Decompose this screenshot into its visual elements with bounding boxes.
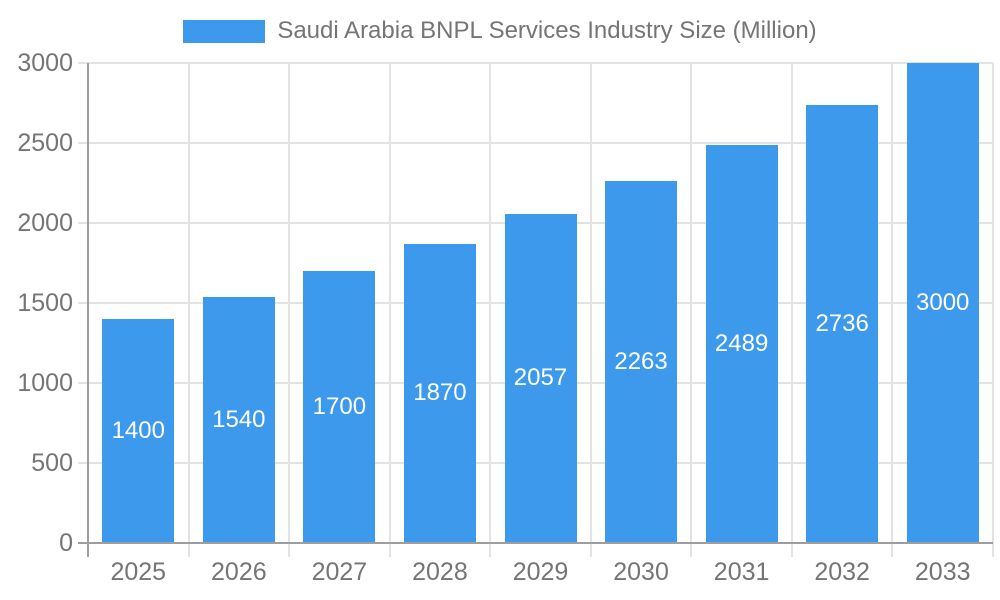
- bar-value-label-2027: 1700: [312, 393, 367, 420]
- bar-2032: 2736: [806, 105, 879, 543]
- bar-2025: 1400: [102, 319, 175, 543]
- bar-value-label-2031: 2489: [714, 329, 769, 357]
- y-axis-line: [87, 63, 89, 557]
- bar-2030: 2263: [605, 180, 678, 543]
- y-axis-label-0: 0: [59, 529, 73, 557]
- bar-2031: 2489: [705, 144, 778, 543]
- y-axis-label-500: 500: [31, 449, 73, 477]
- y-axis-label-1500: 1500: [17, 289, 73, 317]
- v-gridline-5: [589, 63, 592, 557]
- legend[interactable]: Saudi Arabia BNPL Services Industry Size…: [0, 17, 1000, 45]
- x-axis-label-2033: 2033: [914, 558, 971, 586]
- v-gridline-2: [288, 63, 291, 557]
- legend-swatch: [183, 19, 266, 43]
- x-axis-label-2032: 2032: [814, 558, 870, 586]
- bar-2028: 1870: [403, 243, 476, 543]
- bar-value-label-2028: 1870: [413, 379, 467, 407]
- bar-2029: 2057: [504, 213, 577, 543]
- bar-2033: 3000: [906, 63, 979, 543]
- h-gridline-3000: [78, 62, 993, 64]
- v-gridline-9: [992, 63, 994, 557]
- v-gridline-4: [489, 63, 492, 557]
- x-axis-label-2031: 2031: [713, 558, 770, 586]
- bar-value-label-2025: 1400: [111, 417, 165, 444]
- x-axis-label-2026: 2026: [211, 558, 267, 586]
- x-axis-label-2028: 2028: [412, 558, 468, 586]
- v-gridline-3: [388, 63, 391, 557]
- y-axis-label-2500: 2500: [17, 129, 73, 157]
- x-axis-label-2029: 2029: [512, 558, 569, 586]
- v-gridline-6: [690, 63, 693, 557]
- y-axis-label-2000: 2000: [17, 209, 73, 237]
- x-axis-label-2027: 2027: [311, 558, 368, 586]
- y-axis-label-1000: 1000: [17, 369, 73, 397]
- v-gridline-7: [790, 63, 793, 557]
- x-axis-label-2025: 2025: [110, 558, 167, 586]
- y-axis-label-3000: 3000: [17, 49, 73, 77]
- h-gridline-2500: [78, 142, 993, 144]
- bar-value-label-2033: 3000: [916, 289, 970, 316]
- bar-value-label-2030: 2263: [614, 347, 668, 375]
- bar-2027: 1700: [303, 271, 376, 543]
- v-gridline-1: [187, 63, 190, 557]
- bar-2026: 1540: [202, 296, 275, 543]
- bar-value-label-2029: 2057: [513, 364, 568, 392]
- bar-value-label-2032: 2736: [815, 310, 869, 338]
- plot-area: 1400 1540 1700 1870 2057 2263 2489 2736 3000: [78, 62, 994, 557]
- v-gridline-8: [891, 63, 894, 557]
- x-axis-label-2030: 2030: [613, 558, 669, 586]
- x-axis-line: [78, 542, 993, 544]
- legend-label: Saudi Arabia BNPL Services Industry Size…: [277, 17, 817, 44]
- bar-value-label-2026: 1540: [212, 405, 266, 433]
